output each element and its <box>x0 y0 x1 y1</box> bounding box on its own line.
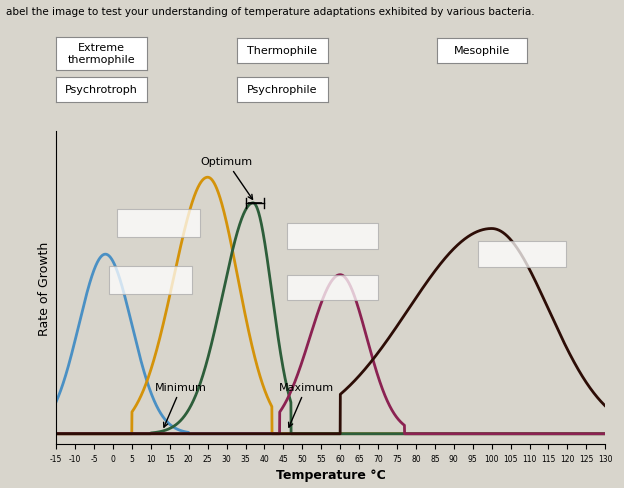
X-axis label: Temperature °C: Temperature °C <box>276 468 386 481</box>
FancyBboxPatch shape <box>287 275 378 301</box>
Text: Optimum: Optimum <box>200 157 253 200</box>
FancyBboxPatch shape <box>287 224 378 249</box>
Text: Psychrophile: Psychrophile <box>247 85 318 95</box>
FancyBboxPatch shape <box>109 266 192 294</box>
Text: Psychrotroph: Psychrotroph <box>65 85 138 95</box>
FancyBboxPatch shape <box>479 242 565 267</box>
FancyBboxPatch shape <box>117 210 200 238</box>
Text: abel the image to test your understanding of temperature adaptations exhibited b: abel the image to test your understandin… <box>6 7 535 17</box>
Y-axis label: Rate of Growth: Rate of Growth <box>37 241 51 335</box>
Text: Maximum: Maximum <box>278 382 334 427</box>
Text: Minimum: Minimum <box>155 382 207 427</box>
Text: Extreme
thermophile: Extreme thermophile <box>67 43 135 65</box>
Text: Mesophile: Mesophile <box>454 46 510 56</box>
Text: Thermophile: Thermophile <box>247 46 318 56</box>
